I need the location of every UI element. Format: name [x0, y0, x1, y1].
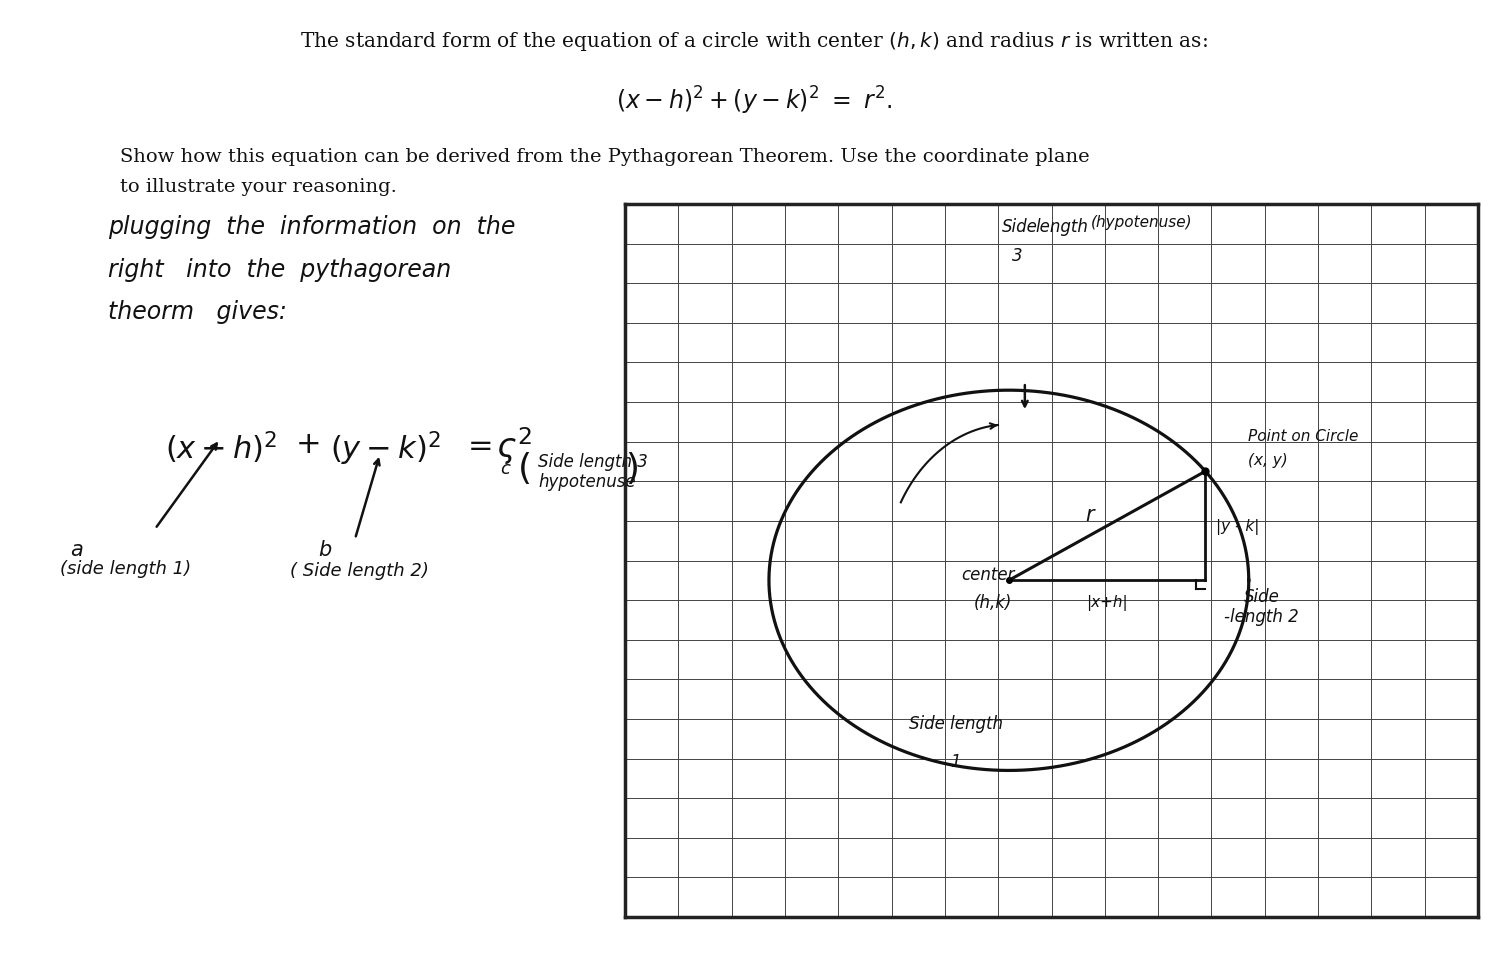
Text: Side length 3: Side length 3 [538, 453, 648, 471]
Text: $(x - h)^2 + (y - k)^2\ =\ r^2.$: $(x - h)^2 + (y - k)^2\ =\ r^2.$ [615, 85, 893, 117]
Text: -length 2: -length 2 [1224, 608, 1298, 625]
Text: $(y-k)^2$: $(y-k)^2$ [330, 429, 440, 468]
Text: ): ) [624, 452, 639, 485]
Text: $+$: $+$ [296, 429, 320, 458]
Text: length: length [1036, 218, 1089, 235]
Text: (: ( [519, 452, 532, 485]
Text: (x, y): (x, y) [1249, 453, 1288, 467]
Text: Point on Circle: Point on Circle [1249, 428, 1359, 444]
Text: r: r [1084, 504, 1093, 524]
Text: Side: Side [1001, 218, 1038, 235]
Text: 3: 3 [1012, 247, 1022, 266]
Text: (side length 1): (side length 1) [60, 559, 192, 578]
Text: (h,k): (h,k) [974, 593, 1012, 611]
Text: |x+h|: |x+h| [1086, 594, 1128, 610]
Text: to illustrate your reasoning.: to illustrate your reasoning. [121, 178, 397, 196]
Bar [624, 204, 1478, 917]
Text: Side length: Side length [908, 714, 1003, 733]
Text: Show how this equation can be derived from the Pythagorean Theorem. Use the coor: Show how this equation can be derived fr… [121, 148, 1090, 166]
Text: |y - k|: |y - k| [1215, 518, 1259, 534]
Text: $(x-h)^2$: $(x-h)^2$ [164, 429, 277, 466]
Text: center: center [961, 566, 1015, 583]
Text: (hypotenuse): (hypotenuse) [1092, 215, 1193, 230]
Text: $=$: $=$ [461, 429, 492, 458]
Text: theorm   gives:: theorm gives: [109, 299, 287, 324]
Text: c: c [501, 459, 510, 478]
Text: 1: 1 [950, 752, 961, 770]
Text: The standard form of the equation of a circle with center $(h, k)$ and radius $r: The standard form of the equation of a c… [300, 30, 1208, 53]
Text: plugging  the  information  on  the: plugging the information on the [109, 215, 516, 238]
Text: a: a [69, 540, 83, 559]
Text: right   into  the  pythagorean: right into the pythagorean [109, 258, 451, 282]
Text: $\varsigma^2$: $\varsigma^2$ [496, 424, 532, 466]
Text: Side: Side [1244, 587, 1279, 606]
Text: b: b [318, 540, 332, 559]
Text: hypotenuse: hypotenuse [538, 473, 636, 490]
Text: ( Side length 2): ( Side length 2) [290, 561, 428, 579]
